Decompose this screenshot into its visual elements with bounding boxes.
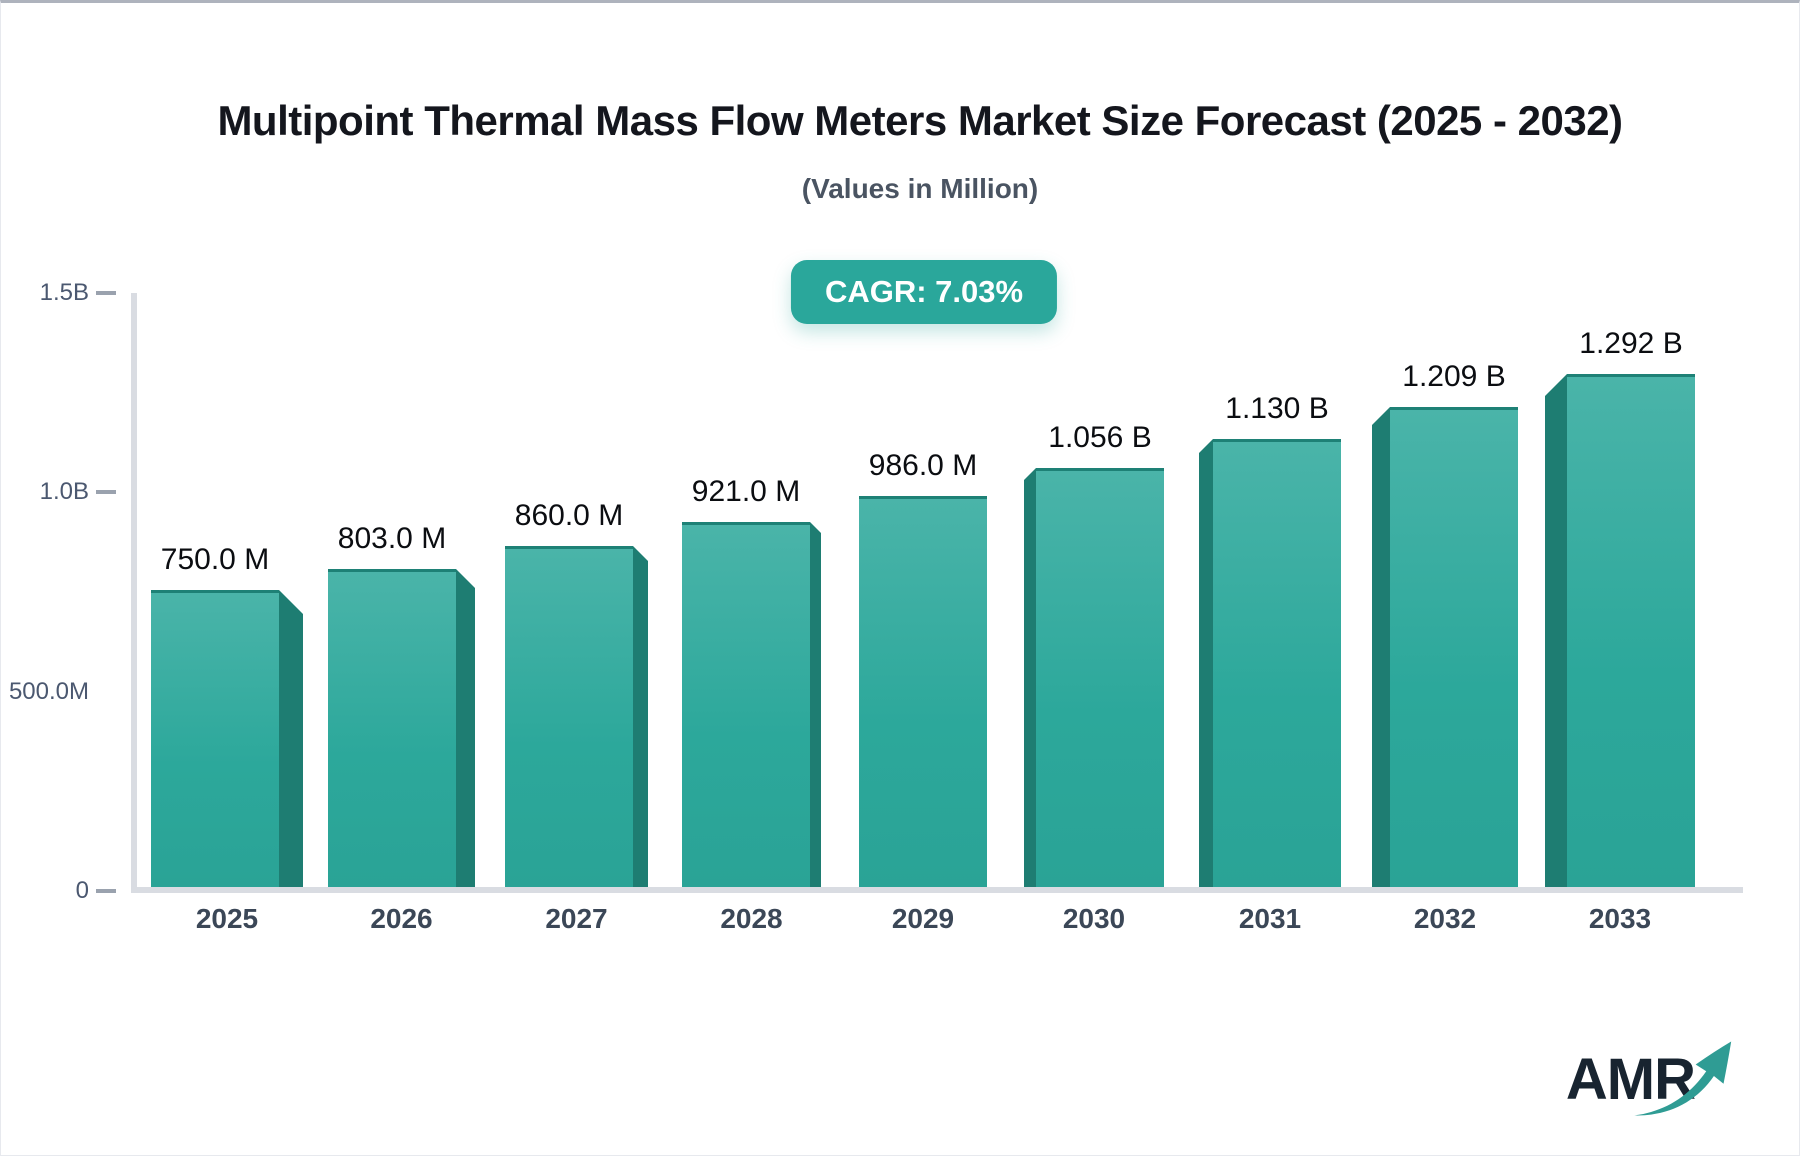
bar-2025[interactable] <box>151 590 279 889</box>
growth-arrow-icon <box>1634 1041 1732 1116</box>
cagr-badge: CAGR: 7.03% <box>790 260 1058 324</box>
bar-2028[interactable] <box>682 522 810 889</box>
bar-value-label: 986.0 M <box>868 449 978 482</box>
x-axis-label-2033: 2033 <box>1588 903 1652 934</box>
y-axis-tick-label: 500.0M <box>8 678 89 705</box>
bar-2027[interactable] <box>505 546 633 889</box>
x-axis-label-2025: 2025 <box>195 903 259 934</box>
chart-subtitle: (Values in Million) <box>801 173 1039 204</box>
y-axis-tick-mark <box>96 490 116 494</box>
bar-value-label: 1.056 B <box>1048 421 1152 454</box>
x-axis-label-2032: 2032 <box>1413 903 1477 934</box>
y-axis-tick-label: 1.5B <box>39 279 89 306</box>
y-axis-tick-label: 0 <box>75 877 89 904</box>
bar-2031[interactable] <box>1213 439 1341 889</box>
x-axis-line <box>131 887 1743 893</box>
bar-side-2033 <box>1545 374 1567 889</box>
x-axis-label-2027: 2027 <box>545 903 608 934</box>
bar-value-label: 1.209 B <box>1402 360 1506 393</box>
bar-value-label: 1.130 B <box>1225 392 1329 425</box>
y-axis-tick-label: 1.0B <box>39 478 89 505</box>
amr-logo-text: AMR <box>1565 1047 1696 1112</box>
bar-side-2028 <box>810 522 821 889</box>
bar-2033[interactable] <box>1567 374 1695 889</box>
bar-side-2025 <box>279 590 303 889</box>
bar-chart: 1.5B 1.0B 500.0M 0 750.0 M 2025 803.0 M 2026 860… <box>1 3 1799 1155</box>
amr-logo: AMR <box>1565 1041 1732 1116</box>
bar-side-2032 <box>1372 407 1390 889</box>
bar-value-label: 750.0 M <box>160 543 270 576</box>
bar-side-2027 <box>633 546 648 889</box>
bar-value-label: 860.0 M <box>514 499 624 532</box>
x-axis-label-2030: 2030 <box>1062 903 1126 934</box>
bar-2030[interactable] <box>1036 468 1164 889</box>
page-title: Multipoint Thermal Mass Flow Meters Mark… <box>217 97 1623 144</box>
bar-2029[interactable] <box>859 496 987 889</box>
y-axis-tick-mark <box>96 889 116 893</box>
bar-side-2026 <box>456 569 475 889</box>
x-axis-label-2029: 2029 <box>891 903 955 934</box>
x-axis-label-2028: 2028 <box>720 903 783 934</box>
cagr-badge-label: CAGR: 7.03% <box>824 274 1024 309</box>
y-axis-line <box>131 293 137 891</box>
bar-side-2031 <box>1199 439 1213 889</box>
bar-value-label: 803.0 M <box>337 522 447 555</box>
bar-2026[interactable] <box>328 569 456 889</box>
x-axis-label-2026: 2026 <box>370 903 433 934</box>
bar-value-label: 1.292 B <box>1579 327 1683 360</box>
bar-value-label: 921.0 M <box>691 475 801 508</box>
y-axis-tick-mark <box>96 291 116 295</box>
x-axis-label-2031: 2031 <box>1238 903 1302 934</box>
bar-2032[interactable] <box>1390 407 1518 889</box>
bar-side-2030 <box>1024 468 1036 889</box>
